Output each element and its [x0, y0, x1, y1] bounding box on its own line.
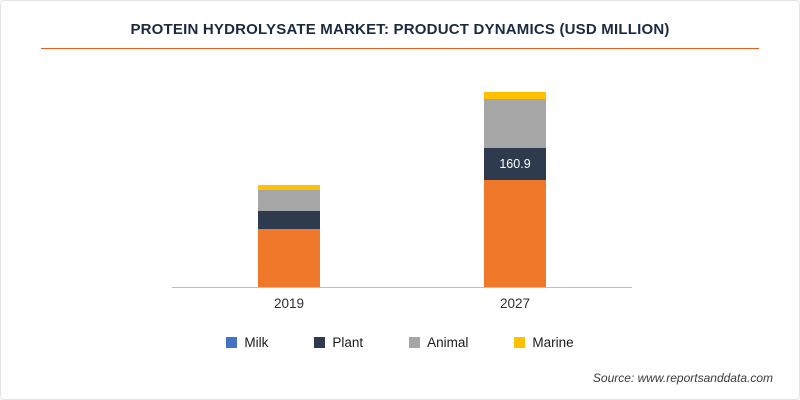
x-axis-labels: 2019 2027 — [176, 296, 628, 311]
data-label: 160.9 — [499, 157, 531, 172]
bar-segment-milk-2019 — [258, 228, 320, 288]
legend-label: Milk — [244, 335, 269, 350]
plot-area: 160.9 — [172, 59, 632, 288]
legend-swatch-marine — [514, 337, 526, 348]
legend-label: Plant — [332, 335, 364, 350]
bars: 160.9 — [176, 59, 628, 288]
legend-item-milk: Milk — [226, 335, 268, 350]
x-axis-label-2027: 2027 — [499, 296, 531, 311]
bar-segment-animal-2027 — [484, 99, 546, 149]
bar-segment-milk-2027 — [484, 180, 546, 288]
bar-segment-plant-2027: 160.9 — [484, 148, 546, 181]
legend-label: Marine — [532, 335, 574, 350]
page-title: PROTEIN HYDROLYSATE MARKET: PRODUCT DYNA… — [130, 21, 670, 38]
title-underline — [41, 48, 759, 49]
source-note: Source: www.reportsanddata.com — [592, 371, 773, 385]
legend-item-animal: Animal — [409, 335, 468, 350]
legend: Milk Plant Animal Marine — [1, 335, 799, 350]
legend-item-marine: Marine — [514, 335, 574, 350]
stacked-bar-2027: 160.9 — [484, 92, 546, 288]
bar-segment-marine-2019 — [258, 185, 320, 191]
legend-item-plant: Plant — [314, 335, 363, 350]
legend-swatch-animal — [409, 337, 421, 348]
legend-swatch-milk — [226, 337, 238, 348]
stacked-bar-2019 — [258, 185, 320, 288]
x-axis-line — [172, 287, 632, 288]
legend-label: Animal — [427, 335, 469, 350]
x-axis-label-2019: 2019 — [273, 296, 305, 311]
legend-swatch-plant — [314, 337, 326, 348]
bar-segment-marine-2027 — [484, 92, 546, 100]
bar-segment-animal-2019 — [258, 190, 320, 211]
bar-segment-plant-2019 — [258, 210, 320, 229]
